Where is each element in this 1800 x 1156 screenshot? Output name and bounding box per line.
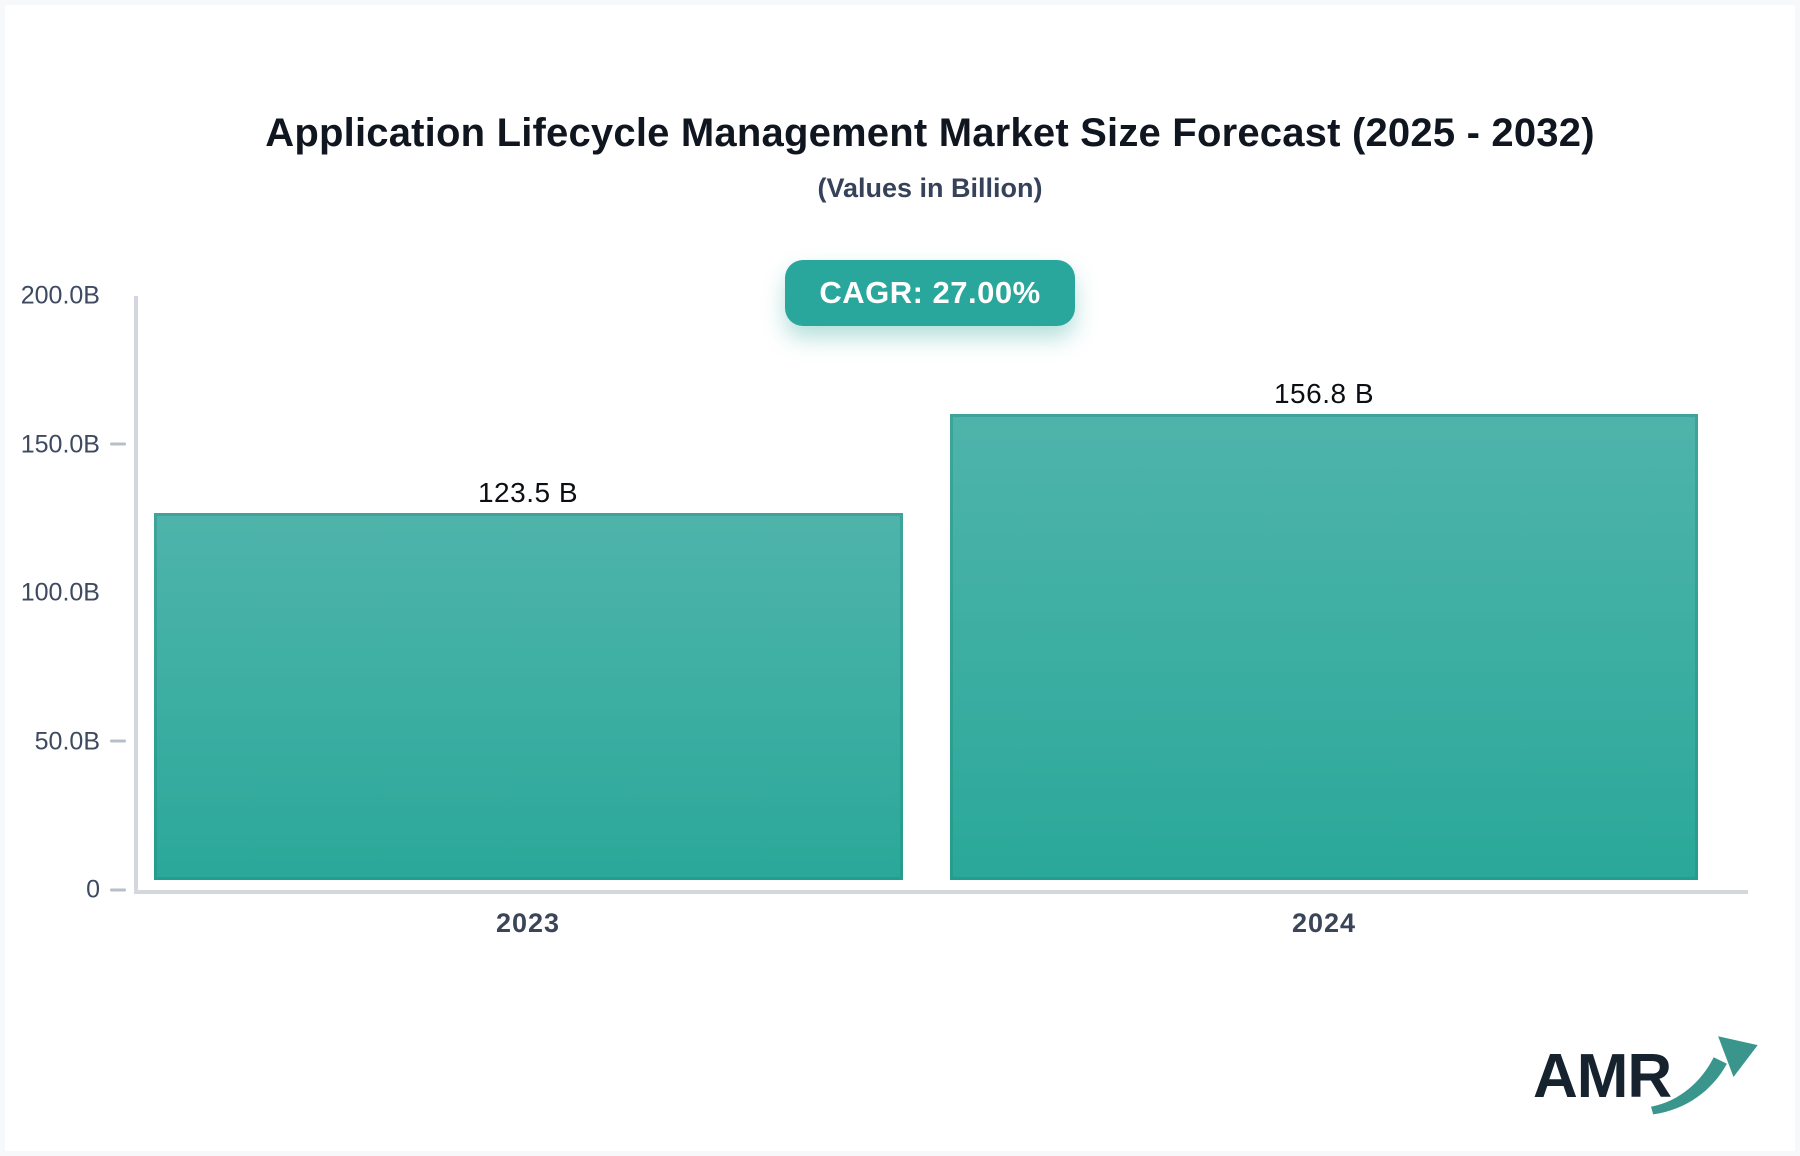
growth-arrow-icon — [1651, 1036, 1758, 1115]
y-tick-text: 50.0B — [34, 727, 100, 755]
y-tick-label: 50.0B — [5, 727, 126, 756]
bar-value-label-2023: 123.5 B — [477, 477, 579, 508]
bar-2024 — [950, 414, 1698, 880]
amr-logo-text: AMR — [1533, 1042, 1672, 1111]
x-axis-line — [134, 890, 1748, 894]
chart-title: Application Lifecycle Management Market … — [265, 111, 1595, 155]
cagr-badge: CAGR: 27.00% — [785, 260, 1075, 326]
y-tick-label: 0 — [5, 875, 126, 905]
amr-logo: AMR — [1533, 1033, 1763, 1133]
cagr-badge-row: CAGR: 27.00% — [55, 260, 1795, 326]
y-axis-line — [134, 296, 138, 894]
y-tick-text: 0 — [86, 875, 100, 904]
bar-2023 — [154, 513, 903, 880]
y-tick-label: 100.0B — [5, 579, 100, 608]
y-tick-text: 200.0B — [20, 281, 100, 310]
y-tick-label: 200.0B — [5, 282, 100, 311]
bar-value-label-2024: 156.8 B — [1273, 378, 1375, 409]
tick-mark — [110, 442, 126, 446]
x-axis-label-2024: 2024 — [1291, 908, 1357, 938]
y-tick-label: 150.0B — [5, 430, 126, 459]
tick-mark — [110, 739, 126, 743]
tick-mark — [110, 888, 126, 891]
y-tick-text: 150.0B — [20, 430, 100, 458]
chart-subtitle: (Values in Billion) — [817, 173, 1043, 203]
x-axis-label-2023: 2023 — [495, 908, 561, 938]
y-tick-text: 100.0B — [20, 578, 100, 607]
